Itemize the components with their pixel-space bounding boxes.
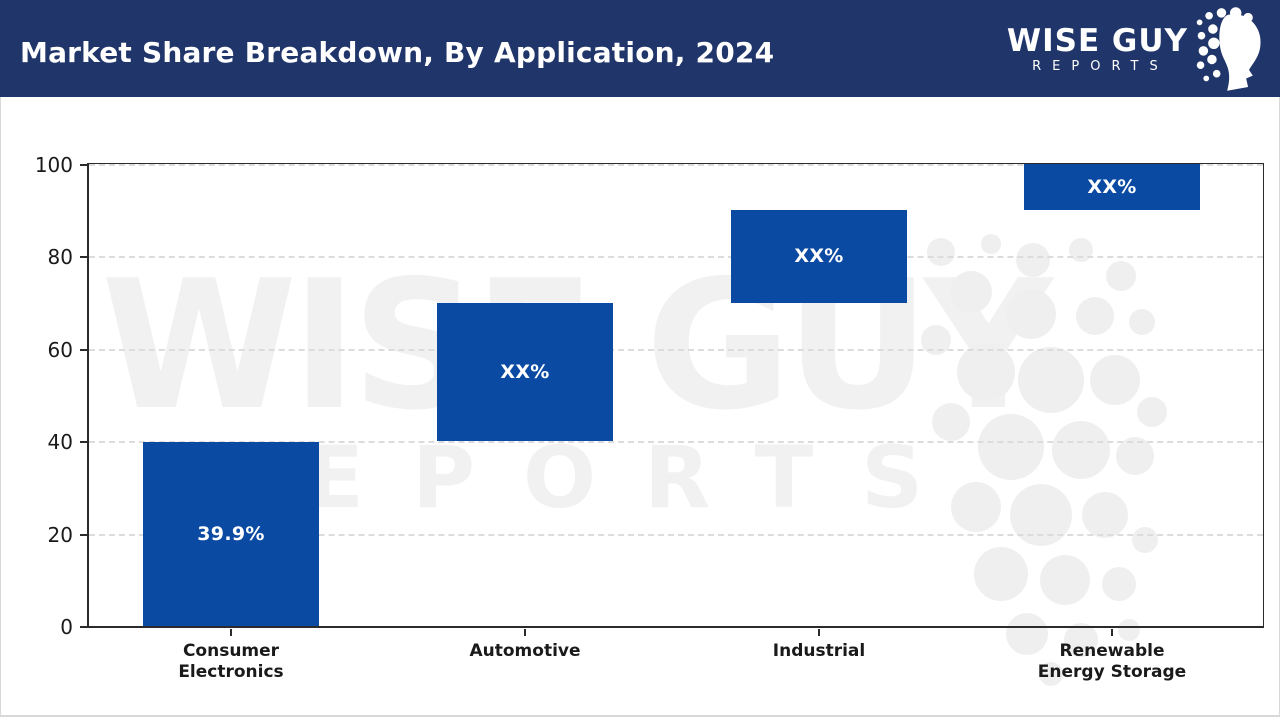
bar: 39.9% bbox=[143, 441, 319, 626]
y-tick-label: 20 bbox=[47, 522, 73, 547]
bar-value-label: 39.9% bbox=[197, 522, 265, 545]
y-tick-mark bbox=[80, 533, 87, 536]
grid-line bbox=[89, 533, 1263, 536]
bar: XX% bbox=[437, 302, 613, 442]
x-category-label: Renewable Energy Storage bbox=[1037, 641, 1187, 682]
x-tick-mark bbox=[230, 629, 232, 636]
x-tick-mark bbox=[524, 629, 526, 636]
grid-line bbox=[89, 164, 1263, 166]
bar: XX% bbox=[1024, 164, 1200, 211]
brand-name: WISE GUY bbox=[1006, 23, 1188, 59]
y-tick-mark bbox=[80, 441, 87, 444]
brand-logo-text: WISE GUY REPORTS bbox=[1007, 24, 1188, 74]
x-category-label: Consumer Electronics bbox=[178, 641, 284, 682]
grid-line bbox=[89, 441, 1263, 444]
y-tick-mark bbox=[80, 256, 87, 259]
bar: XX% bbox=[731, 210, 907, 303]
header-bar: Market Share Breakdown, By Application, … bbox=[0, 0, 1280, 97]
x-tick-mark bbox=[818, 629, 820, 636]
grid-line bbox=[89, 256, 1263, 259]
x-category-label: Industrial bbox=[772, 641, 866, 661]
y-tick-mark bbox=[80, 626, 87, 628]
y-tick-mark bbox=[80, 164, 87, 166]
bar-value-label: XX% bbox=[500, 360, 550, 383]
y-tick-label: 40 bbox=[47, 430, 73, 455]
y-tick-label: 100 bbox=[34, 153, 73, 177]
grid-line bbox=[89, 348, 1263, 351]
x-category-label: Automotive bbox=[469, 641, 581, 661]
brand-subname: REPORTS bbox=[1032, 59, 1169, 74]
plot-area: 39.9% XX% XX% XX% bbox=[87, 163, 1264, 628]
brand-logo: WISE GUY REPORTS bbox=[1007, 6, 1268, 92]
y-tick-label: 60 bbox=[47, 337, 73, 362]
y-tick-mark bbox=[80, 348, 87, 351]
x-tick-mark bbox=[1111, 629, 1113, 636]
bar-value-label: XX% bbox=[794, 245, 844, 268]
brand-head-icon bbox=[1196, 7, 1261, 91]
chart-panel: WISE GUY REPORTS 39.9% XX% XX% XX% 0 20 40 60 8… bbox=[0, 97, 1280, 717]
bar-value-label: XX% bbox=[1087, 176, 1137, 199]
y-tick-label: 0 bbox=[60, 615, 73, 639]
y-tick-label: 80 bbox=[47, 245, 73, 270]
page-title: Market Share Breakdown, By Application, … bbox=[20, 36, 775, 69]
